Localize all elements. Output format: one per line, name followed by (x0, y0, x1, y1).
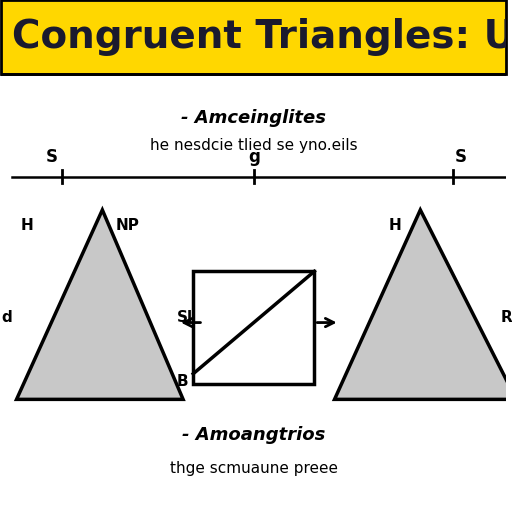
Text: H: H (389, 218, 401, 233)
Text: he nesdcie tlied se yno.eils: he nesdcie tlied se yno.eils (150, 138, 357, 154)
Text: B: B (177, 374, 188, 389)
Text: d: d (1, 310, 12, 325)
Text: Sl: Sl (177, 310, 193, 325)
Bar (2, 0, 506, 74)
Text: NP: NP (116, 218, 140, 233)
Bar (193, 271, 314, 384)
Polygon shape (334, 210, 512, 399)
Text: - Amoangtrios: - Amoangtrios (182, 426, 326, 444)
Text: H: H (20, 218, 33, 233)
Text: thge scmuaune preee: thge scmuaune preee (170, 461, 338, 476)
Text: Congruent Triangles: Understanding ASA Congruence: Congruent Triangles: Understanding ASA C… (11, 18, 512, 56)
Text: S: S (46, 148, 58, 166)
Polygon shape (16, 210, 183, 399)
Text: R: R (500, 310, 512, 325)
Text: - Amceinglites: - Amceinglites (181, 109, 326, 127)
Text: g: g (248, 148, 260, 166)
Text: S: S (455, 148, 467, 166)
